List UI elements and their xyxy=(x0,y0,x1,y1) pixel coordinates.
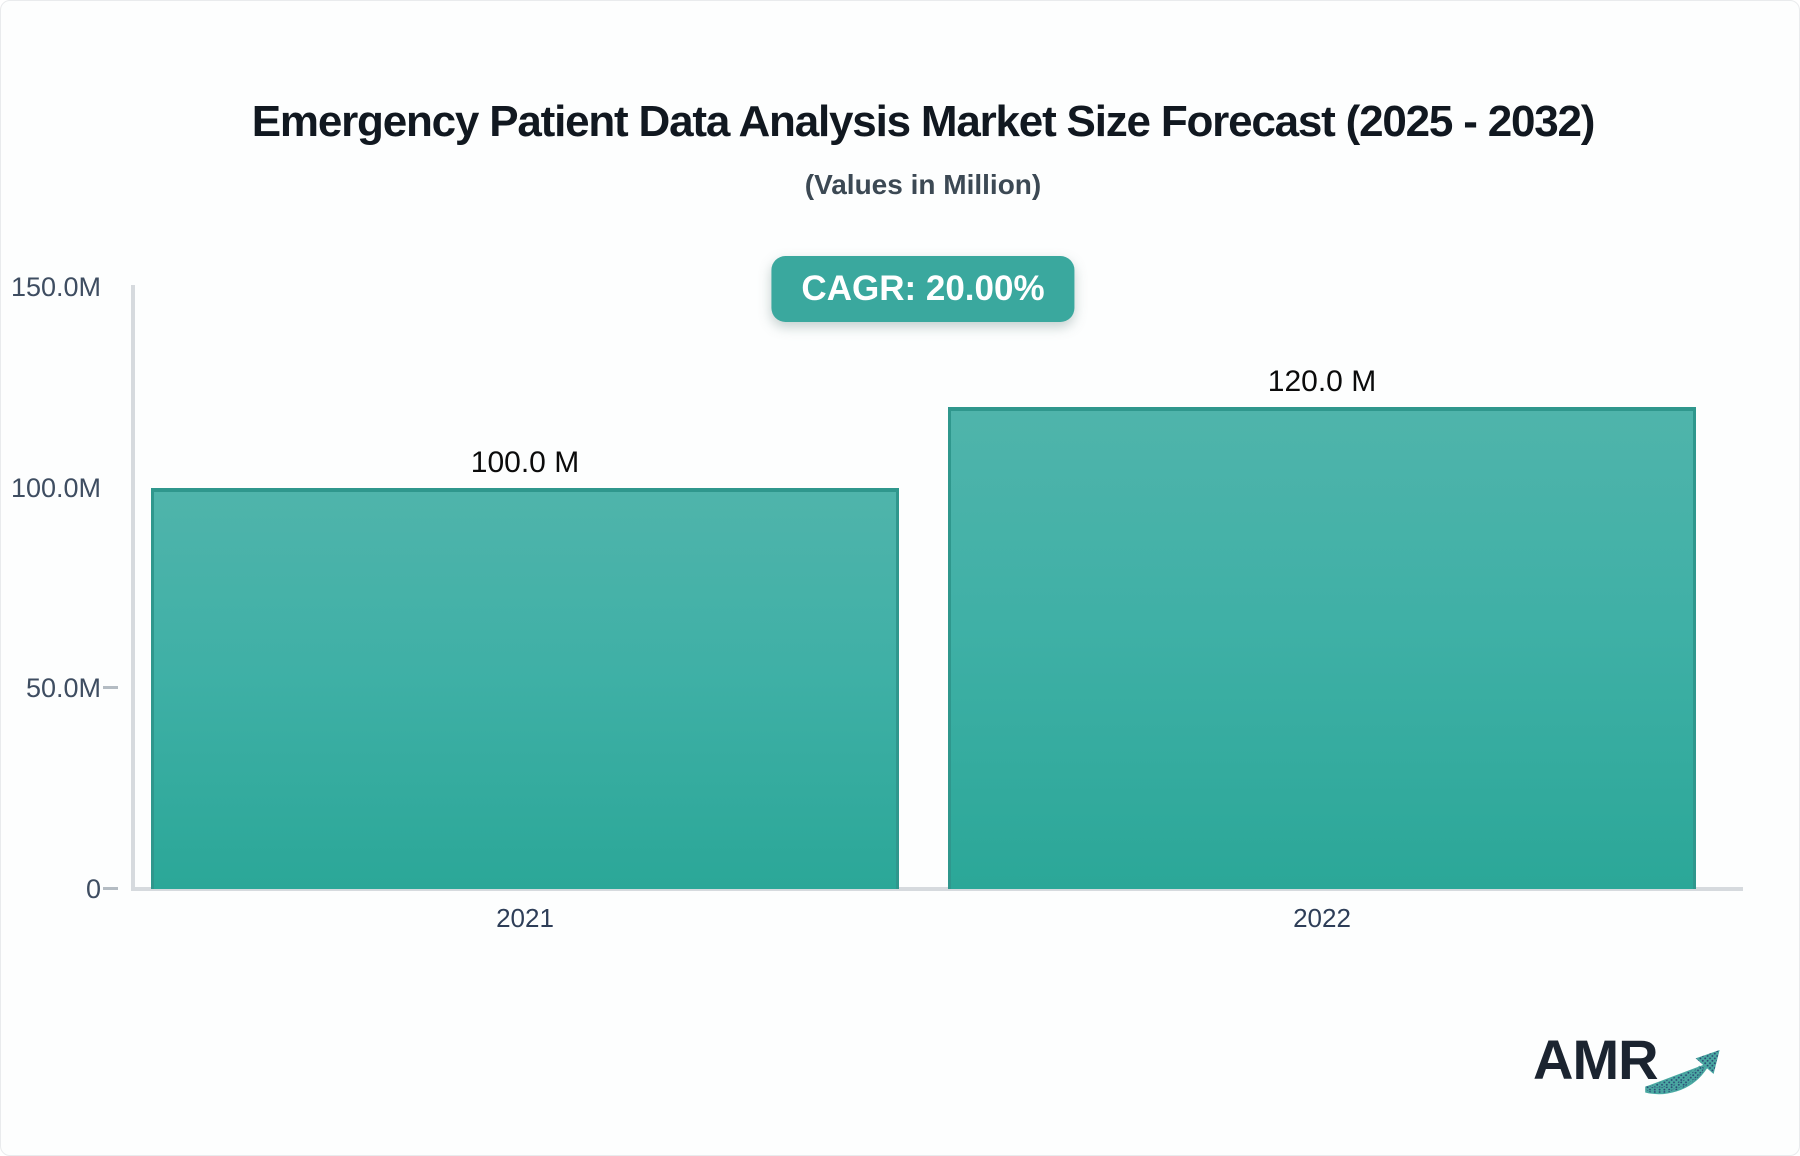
cagr-badge: CAGR: 20.00% xyxy=(771,256,1075,322)
chart-header: Emergency Patient Data Analysis Market S… xyxy=(45,1,1799,201)
bar-2021 xyxy=(151,488,899,889)
y-axis-label: 50.0M xyxy=(25,673,101,704)
y-axis-label: 100.0M xyxy=(10,472,101,503)
y-axis-tick-mark xyxy=(103,686,118,690)
amr-logo-text: AMR xyxy=(1533,1028,1659,1091)
bar-value-label: 120.0 M xyxy=(1267,365,1377,398)
bar-2022 xyxy=(948,407,1696,889)
y-axis-tick-mark xyxy=(103,887,118,890)
logo-growth-arrow-icon xyxy=(1644,1050,1720,1095)
chart-title: Emergency Patient Data Analysis Market S… xyxy=(251,97,1596,146)
y-axis-line xyxy=(131,285,135,889)
x-axis-label: 2022 xyxy=(1293,903,1351,933)
cagr-badge-label: CAGR: 20.00% xyxy=(801,269,1045,308)
x-axis-label: 2021 xyxy=(496,903,554,933)
y-axis-label: 150.0M xyxy=(10,272,101,302)
amr-logo: AMR xyxy=(1533,1029,1722,1097)
y-axis-label: 0 xyxy=(85,874,101,904)
chart-subtitle: (Values in Million) xyxy=(804,169,1042,200)
x-axis-line xyxy=(131,887,1743,891)
bar-value-label: 100.0 M xyxy=(470,446,580,479)
